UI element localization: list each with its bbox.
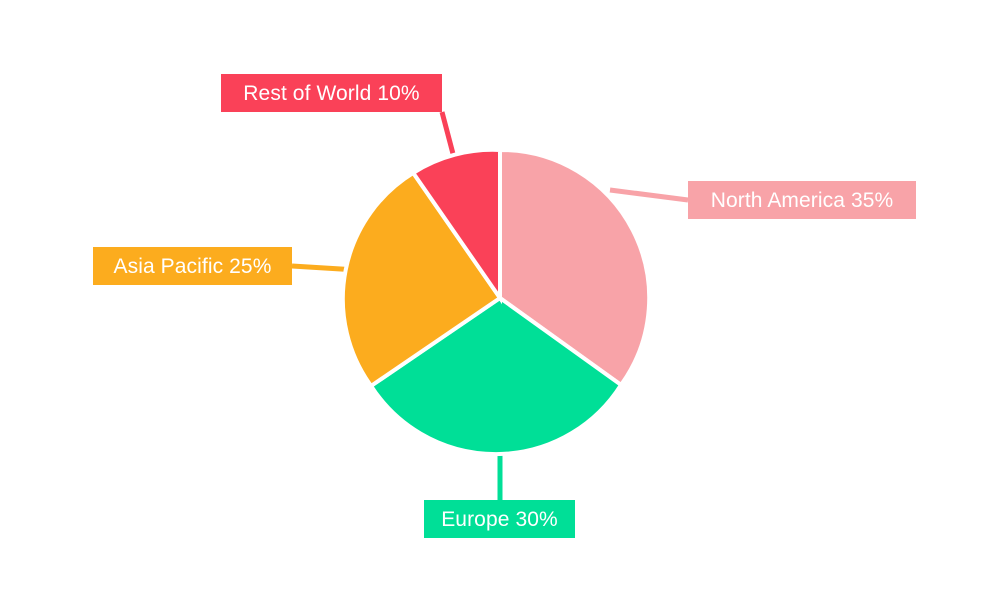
pie-label-rest-of-world[interactable]: Rest of World 10% xyxy=(221,74,442,112)
pie-slice-rest-of-world[interactable] xyxy=(410,147,502,305)
pie-slice-asia-pacific[interactable] xyxy=(340,170,503,389)
pie-label-asia-pacific[interactable]: Asia Pacific 25% xyxy=(93,247,292,285)
pie-slices xyxy=(340,147,652,457)
pie-label-north-america[interactable]: North America 35% xyxy=(688,181,916,219)
pie-slice-north-america[interactable] xyxy=(498,147,652,388)
pie-label-europe[interactable]: Europe 30% xyxy=(424,500,575,538)
leader-line-north-america xyxy=(609,187,689,203)
pie-slice-europe[interactable] xyxy=(368,295,624,457)
